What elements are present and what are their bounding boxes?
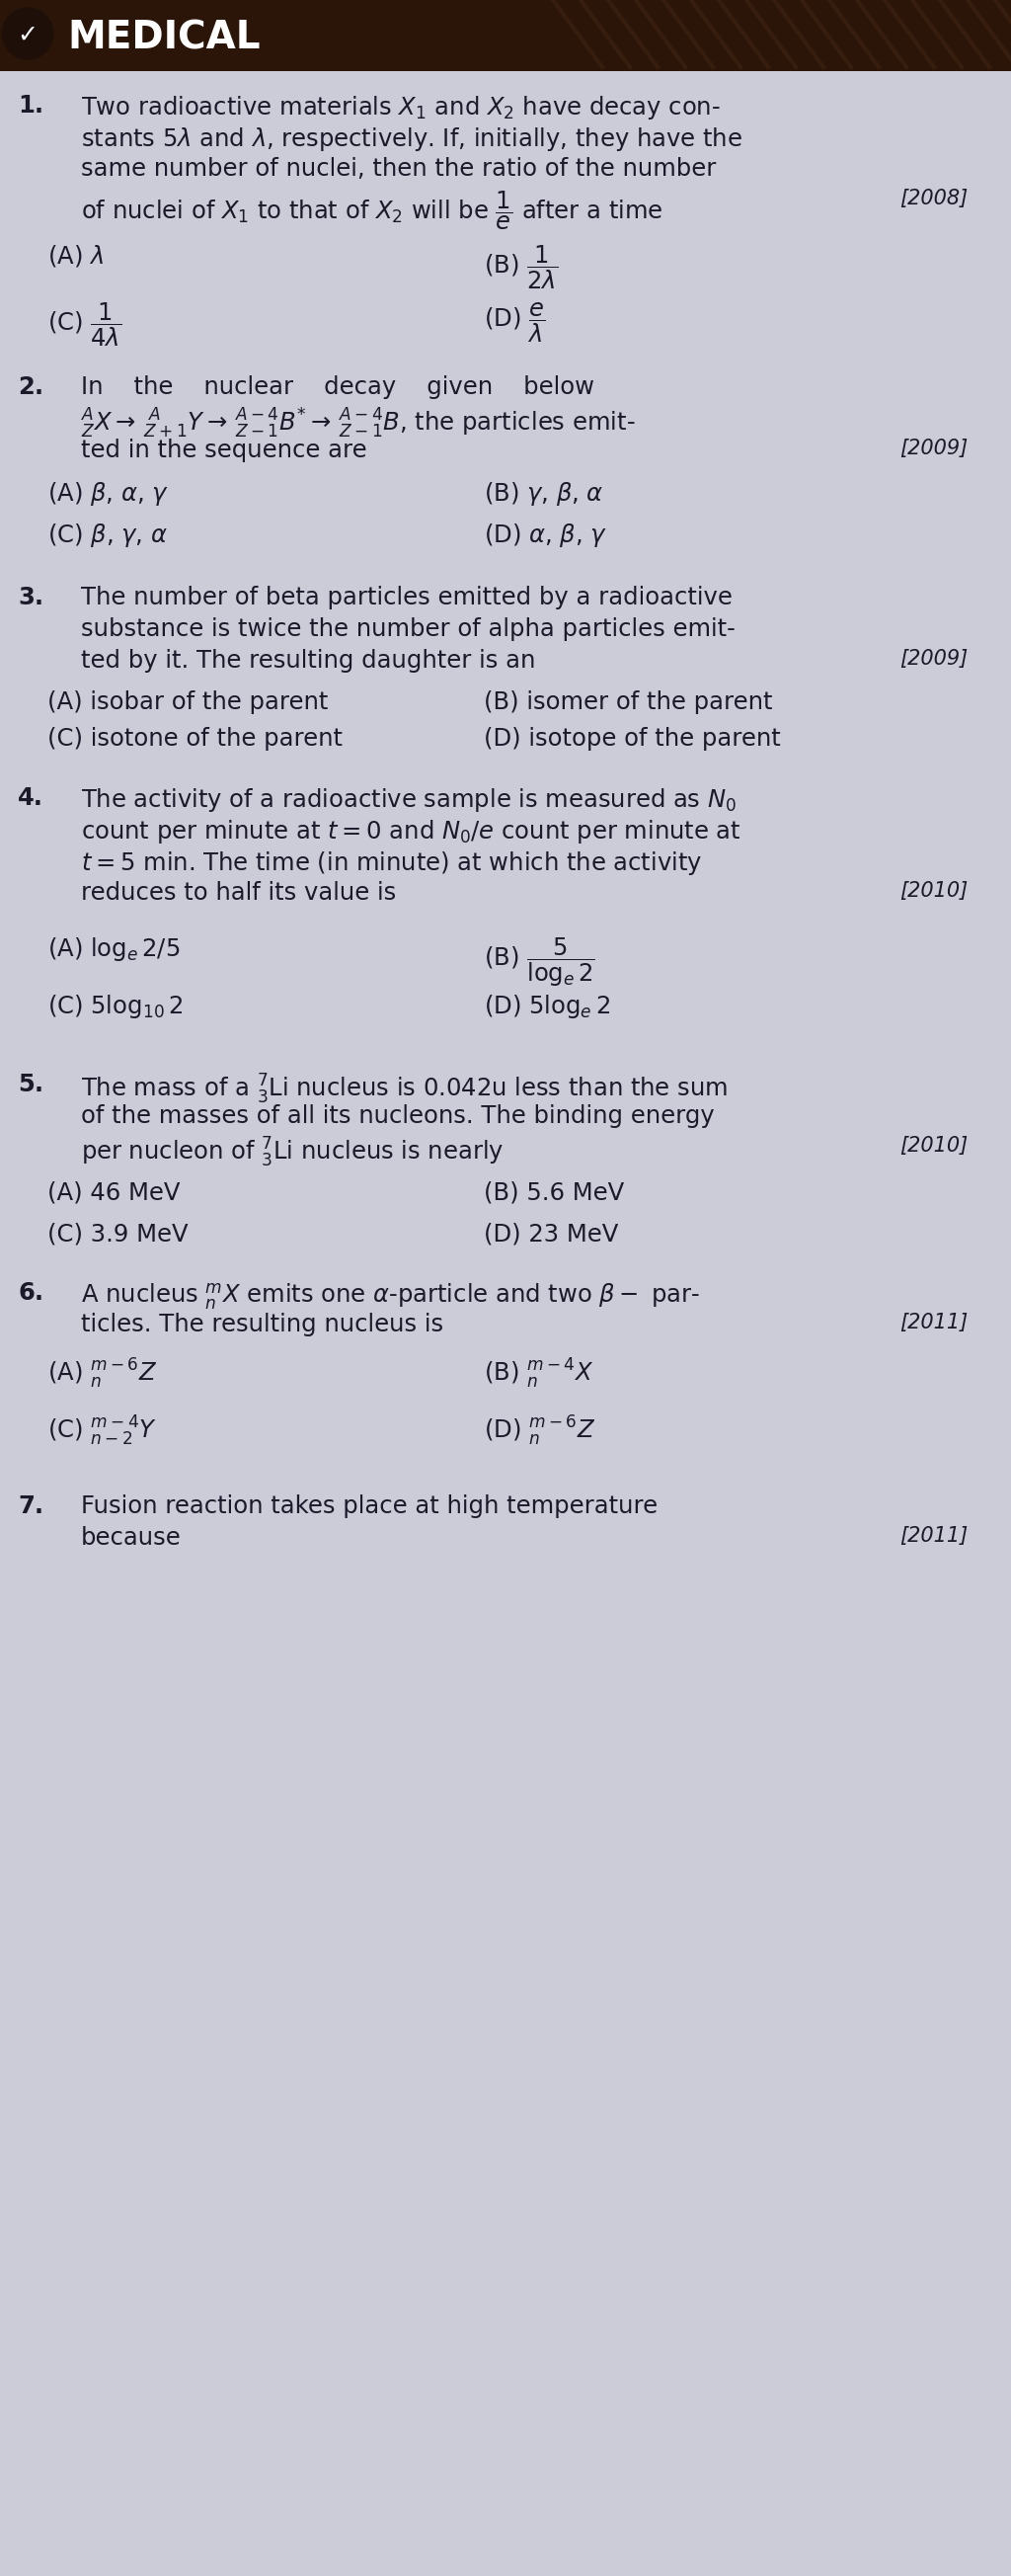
Text: (D) 23 MeV: (D) 23 MeV [484,1221,619,1247]
Text: [2011]: [2011] [899,1314,968,1332]
Text: (B) 5.6 MeV: (B) 5.6 MeV [484,1180,624,1203]
Text: (B) $\gamma$, $\beta$, $\alpha$: (B) $\gamma$, $\beta$, $\alpha$ [484,479,604,507]
Text: [2009]: [2009] [899,649,968,670]
Text: count per minute at $t = 0$ and $N_0/e$ count per minute at: count per minute at $t = 0$ and $N_0/e$ … [81,817,741,845]
Text: 5.: 5. [18,1072,43,1097]
Text: (C) 3.9 MeV: (C) 3.9 MeV [48,1221,188,1247]
Text: 3.: 3. [18,585,43,611]
Text: (A) isobar of the parent: (A) isobar of the parent [48,690,329,714]
Text: ted by it. The resulting daughter is an: ted by it. The resulting daughter is an [81,649,536,672]
Text: ✓: ✓ [17,23,38,46]
Text: (D) $\dfrac{e}{\lambda}$: (D) $\dfrac{e}{\lambda}$ [484,301,545,345]
Text: 1.: 1. [18,93,43,118]
Text: (D) $^{m-6}_{n}Z$: (D) $^{m-6}_{n}Z$ [484,1414,595,1448]
FancyBboxPatch shape [0,0,1011,72]
Text: (C) $5\log_{10} 2$: (C) $5\log_{10} 2$ [48,992,183,1020]
Text: because: because [81,1525,181,1551]
Text: Two radioactive materials $X_1$ and $X_2$ have decay con-: Two radioactive materials $X_1$ and $X_2… [81,93,721,121]
Text: [2011]: [2011] [899,1525,968,1546]
Text: The mass of a $^7_3$Li nucleus is 0.042u less than the sum: The mass of a $^7_3$Li nucleus is 0.042u… [81,1072,728,1108]
Text: (B) $\dfrac{1}{2\lambda}$: (B) $\dfrac{1}{2\lambda}$ [484,242,558,291]
Text: (A) $\lambda$: (A) $\lambda$ [48,242,104,268]
Text: substance is twice the number of alpha particles emit-: substance is twice the number of alpha p… [81,618,735,641]
Text: (B) isomer of the parent: (B) isomer of the parent [484,690,772,714]
Text: 4.: 4. [18,786,43,809]
Text: (C) $\beta$, $\gamma$, $\alpha$: (C) $\beta$, $\gamma$, $\alpha$ [48,520,168,549]
Text: (A) $\log_e 2/5$: (A) $\log_e 2/5$ [48,935,180,963]
Text: (D) $\alpha$, $\beta$, $\gamma$: (D) $\alpha$, $\beta$, $\gamma$ [484,520,608,549]
Text: per nucleon of $^7_3$Li nucleus is nearly: per nucleon of $^7_3$Li nucleus is nearl… [81,1136,503,1170]
Text: (B) $^{m-4}_{n}X$: (B) $^{m-4}_{n}X$ [484,1358,593,1391]
Text: (D) isotope of the parent: (D) isotope of the parent [484,726,780,750]
Text: (A) 46 MeV: (A) 46 MeV [48,1180,180,1203]
Text: (A) $^{m-6}_{n}Z$: (A) $^{m-6}_{n}Z$ [48,1358,158,1391]
Text: (B) $\dfrac{5}{\log_e 2}$: (B) $\dfrac{5}{\log_e 2}$ [484,935,595,989]
Circle shape [2,8,54,59]
Text: 2.: 2. [18,376,43,399]
Text: 7.: 7. [18,1494,43,1517]
Text: $^{A}_{Z}X \rightarrow \,^{\;A}_{Z+1}Y \rightarrow \,^{A-4}_{Z-1}B^{*} \rightarr: $^{A}_{Z}X \rightarrow \,^{\;A}_{Z+1}Y \… [81,407,635,440]
Text: (C) $^{m-4}_{n-2}Y$: (C) $^{m-4}_{n-2}Y$ [48,1414,157,1448]
Text: (C) isotone of the parent: (C) isotone of the parent [48,726,343,750]
Text: $t = 5$ min. The time (in minute) at which the activity: $t = 5$ min. The time (in minute) at whi… [81,850,703,876]
Text: [2010]: [2010] [899,1136,968,1157]
Text: same number of nuclei, then the ratio of the number: same number of nuclei, then the ratio of… [81,157,716,180]
Text: of nuclei of $X_1$ to that of $X_2$ will be $\dfrac{1}{e}$ after a time: of nuclei of $X_1$ to that of $X_2$ will… [81,188,663,232]
Text: [2010]: [2010] [899,881,968,902]
Text: 6.: 6. [18,1280,43,1306]
Text: The number of beta particles emitted by a radioactive: The number of beta particles emitted by … [81,585,732,611]
Text: (A) $\beta$, $\alpha$, $\gamma$: (A) $\beta$, $\alpha$, $\gamma$ [48,479,169,507]
Text: ted in the sequence are: ted in the sequence are [81,438,367,461]
Text: stants 5$\lambda$ and $\lambda$, respectively. If, initially, they have the: stants 5$\lambda$ and $\lambda$, respect… [81,126,742,152]
Text: Fusion reaction takes place at high temperature: Fusion reaction takes place at high temp… [81,1494,658,1517]
Text: of the masses of all its nucleons. The binding energy: of the masses of all its nucleons. The b… [81,1105,715,1128]
Text: (D) $5\log_e 2$: (D) $5\log_e 2$ [484,992,611,1020]
Text: MEDICAL: MEDICAL [67,18,260,57]
Text: In    the    nuclear    decay    given    below: In the nuclear decay given below [81,376,594,399]
Text: ticles. The resulting nucleus is: ticles. The resulting nucleus is [81,1314,444,1337]
Text: The activity of a radioactive sample is measured as $N_0$: The activity of a radioactive sample is … [81,786,737,814]
Text: A nucleus $^m_n X$ emits one $\alpha$-particle and two $\beta-$ par-: A nucleus $^m_n X$ emits one $\alpha$-pa… [81,1280,701,1311]
Text: [2009]: [2009] [899,438,968,459]
Text: (C) $\dfrac{1}{4\lambda}$: (C) $\dfrac{1}{4\lambda}$ [48,301,121,348]
Text: [2008]: [2008] [899,188,968,209]
Text: reduces to half its value is: reduces to half its value is [81,881,396,904]
